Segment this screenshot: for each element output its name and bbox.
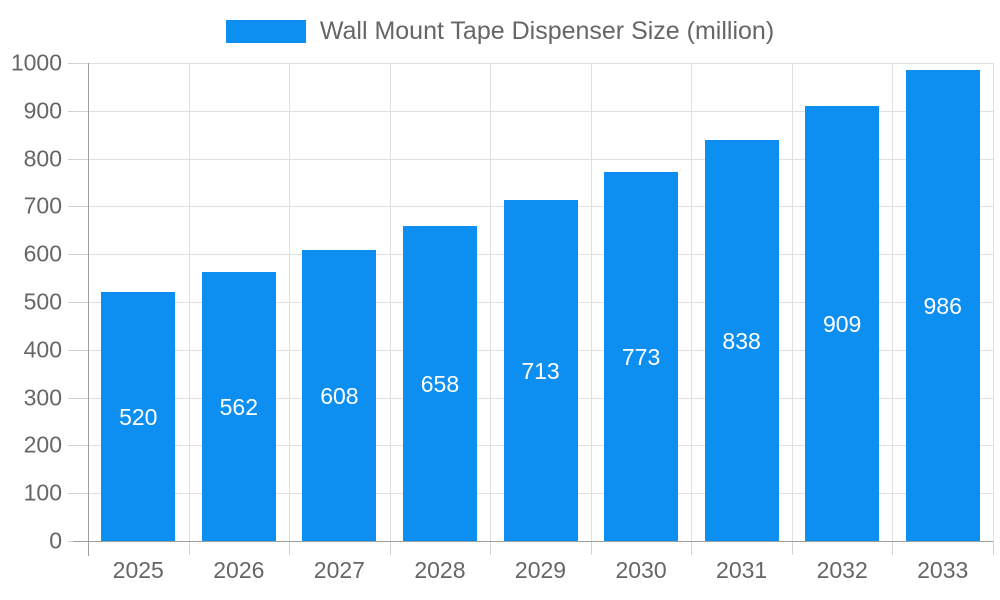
y-axis-tick-mark [68, 398, 88, 399]
bar[interactable]: 658 [402, 226, 477, 541]
bar-value-label: 713 [521, 357, 560, 384]
x-axis-tick-label: 2025 [112, 557, 164, 583]
y-axis-tick-mark [68, 111, 88, 112]
gridline-horizontal [88, 159, 993, 160]
bar-value-label: 608 [320, 382, 359, 409]
x-axis-line [73, 541, 993, 542]
gridline-horizontal [88, 63, 993, 64]
x-axis-tick-mark [189, 541, 190, 555]
y-axis-tick-label: 400 [23, 336, 62, 363]
legend-swatch [225, 19, 306, 43]
x-axis-tick-label: 2030 [615, 557, 667, 583]
gridline-vertical [189, 63, 190, 541]
x-axis-tick-label: 2026 [213, 557, 265, 583]
gridline-vertical [390, 63, 391, 541]
y-axis-tick-label: 600 [23, 240, 62, 267]
bar-value-label: 773 [621, 343, 661, 370]
x-axis-tick-mark [289, 541, 290, 555]
y-axis-tick-label: 200 [23, 431, 62, 458]
y-axis-tick-label: 0 [49, 527, 62, 554]
y-axis-tick-label: 300 [23, 384, 62, 411]
x-axis-tick-label: 2031 [716, 557, 768, 583]
gridline-vertical [591, 63, 592, 541]
x-axis-tick-label: 2028 [414, 557, 466, 583]
y-axis-tick-label: 100 [23, 479, 62, 506]
x-axis-tick-mark [490, 541, 491, 555]
bar-value-label: 520 [119, 403, 158, 430]
x-axis-tick-mark [892, 541, 893, 555]
bar-value-label: 562 [219, 393, 259, 420]
x-axis-tick-mark [691, 541, 692, 555]
x-axis-tick-label: 2029 [514, 557, 567, 583]
bar[interactable]: 713 [503, 200, 578, 541]
y-axis-line [88, 63, 89, 556]
bar-value-label: 658 [420, 370, 460, 397]
y-axis-tick-mark [68, 445, 88, 446]
x-axis-tick-label: 2032 [816, 557, 868, 583]
y-axis-tick-mark [68, 350, 88, 351]
y-axis-tick-mark [68, 302, 88, 303]
gridline-vertical [691, 63, 692, 541]
x-axis-tick-mark [993, 541, 994, 555]
bar-value-label: 986 [923, 292, 962, 319]
gridline-vertical [993, 63, 994, 541]
bar[interactable]: 986 [905, 70, 980, 541]
bar-value-label: 838 [722, 327, 761, 354]
y-axis-tick-mark [68, 254, 88, 255]
bar[interactable]: 838 [704, 140, 779, 541]
bar-value-label: 909 [822, 310, 862, 337]
gridline-vertical [289, 63, 290, 541]
bar[interactable]: 909 [805, 106, 880, 541]
gridline-horizontal [88, 111, 993, 112]
x-axis-tick-label: 2027 [313, 557, 365, 583]
x-axis-tick-label: 2033 [917, 557, 969, 583]
y-axis-tick-label: 1000 [10, 49, 62, 76]
x-axis-tick-mark [591, 541, 592, 555]
chart-legend[interactable]: Wall Mount Tape Dispenser Size (million) [0, 17, 1000, 45]
bar[interactable]: 562 [201, 272, 276, 541]
y-axis-tick-mark [68, 493, 88, 494]
gridline-vertical [792, 63, 793, 541]
x-axis-tick-mark [390, 541, 391, 555]
x-axis-tick-mark [792, 541, 793, 555]
y-axis-tick-label: 800 [23, 145, 62, 172]
y-axis-tick-label: 900 [23, 97, 62, 124]
y-axis-tick-label: 500 [23, 288, 62, 315]
bar[interactable]: 520 [101, 292, 176, 541]
y-axis-tick-mark [68, 63, 88, 64]
bar[interactable]: 608 [302, 250, 377, 541]
y-axis-tick-label: 700 [23, 192, 62, 219]
gridline-vertical [490, 63, 491, 541]
y-axis-tick-mark [68, 159, 88, 160]
legend-label: Wall Mount Tape Dispenser Size (million) [319, 17, 775, 45]
bar[interactable]: 773 [604, 172, 679, 541]
gridline-vertical [892, 63, 893, 541]
y-axis-tick-mark [68, 206, 88, 207]
